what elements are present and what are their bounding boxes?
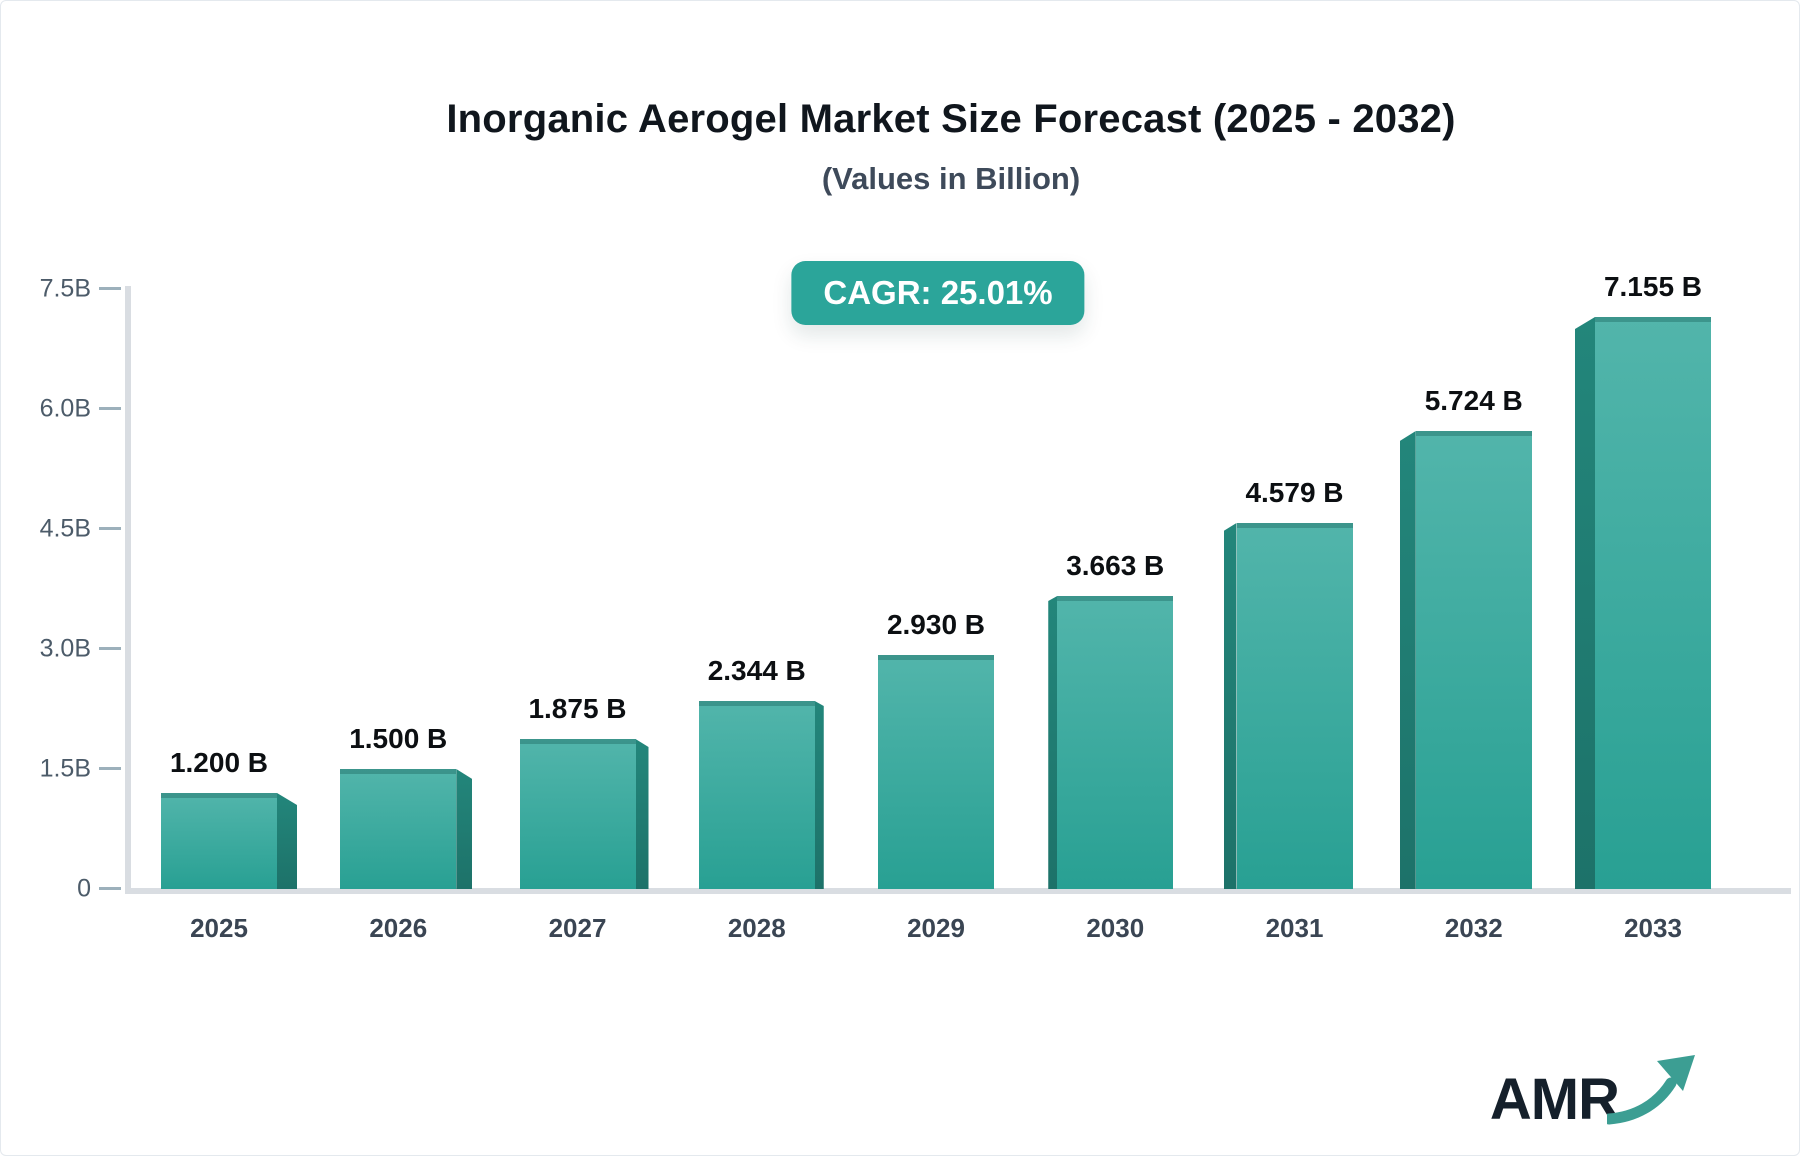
bar-2031 (1236, 523, 1353, 889)
y-axis-tick (99, 527, 121, 530)
bar-top-edge (698, 701, 815, 706)
y-axis-label: 3.0B (39, 634, 91, 663)
y-axis-label: 7.5B (39, 274, 91, 303)
bar-value-2027: 1.875 B (528, 693, 627, 724)
bar-2025 (161, 793, 277, 889)
y-axis-tick (99, 407, 121, 410)
x-axis-label-2029: 2029 (907, 913, 965, 943)
bar-top-edge (340, 769, 457, 774)
bar-value-2032: 5.724 B (1424, 385, 1523, 416)
bar-value-2028: 2.344 B (707, 655, 806, 686)
amr-logo: AMR (1490, 1053, 1699, 1129)
bar-2028 (698, 701, 815, 889)
x-axis-line (125, 888, 1791, 894)
y-axis-label: 1.5B (39, 754, 91, 783)
bar-top-edge (1595, 317, 1711, 322)
bar-side-2033 (1575, 317, 1595, 889)
x-axis-label-2026: 2026 (369, 913, 428, 943)
bar-value-2031: 4.579 B (1245, 477, 1344, 508)
bar-2033 (1595, 317, 1711, 889)
y-axis-tick (99, 647, 121, 650)
bar-top-edge (161, 793, 277, 798)
bar-side-2031 (1223, 523, 1237, 889)
growth-arrow-icon (1607, 1055, 1695, 1125)
bar-value-2025: 1.200 B (169, 747, 269, 778)
y-axis-line (125, 286, 131, 894)
bar-side-2026 (456, 769, 473, 889)
x-axis-label-2033: 2033 (1624, 913, 1682, 943)
x-axis-label-2032: 2032 (1444, 913, 1503, 943)
x-axis-label-2027: 2027 (548, 913, 607, 943)
chart-subtitle: (Values in Billion) (821, 161, 1081, 196)
x-axis-label-2028: 2028 (727, 913, 786, 943)
amr-logo-text: AMR (1489, 1067, 1620, 1132)
bar-top-edge (878, 655, 994, 660)
bar-side-2025 (277, 793, 297, 889)
bar-top-edge (1415, 431, 1532, 436)
bar-value-2026: 1.500 B (349, 723, 448, 754)
bar-side-2030 (1048, 596, 1058, 889)
x-axis-label-2030: 2030 (1086, 913, 1145, 943)
bar-value-2033: 7.155 B (1603, 271, 1703, 302)
bar-side-2028 (814, 701, 824, 889)
bar-top-edge (1236, 523, 1353, 528)
x-axis-label-2025: 2025 (190, 913, 248, 943)
bar-2029 (878, 655, 994, 889)
bar-2026 (340, 769, 457, 889)
bar-2032 (1415, 431, 1532, 889)
bar-top-edge (1057, 596, 1174, 601)
y-axis-tick (99, 287, 121, 290)
y-axis-label: 0 (77, 874, 91, 903)
bar-side-2032 (1399, 431, 1416, 889)
y-axis-label: 4.5B (39, 514, 91, 543)
bar-value-2029: 2.930 B (886, 609, 986, 640)
cagr-badge: CAGR: 25.01% (791, 261, 1085, 325)
bar-2030 (1057, 596, 1174, 889)
bar-value-2030: 3.663 B (1066, 550, 1165, 581)
x-axis-label-2031: 2031 (1265, 913, 1324, 943)
bar-top-edge (519, 739, 636, 744)
y-axis-label: 6.0B (39, 394, 91, 423)
y-axis-tick (99, 887, 121, 890)
y-axis-tick (99, 767, 121, 770)
bar-side-2027 (635, 739, 649, 889)
chart-title: Inorganic Aerogel Market Size Forecast (… (446, 97, 1456, 141)
bar-2027 (519, 739, 636, 889)
